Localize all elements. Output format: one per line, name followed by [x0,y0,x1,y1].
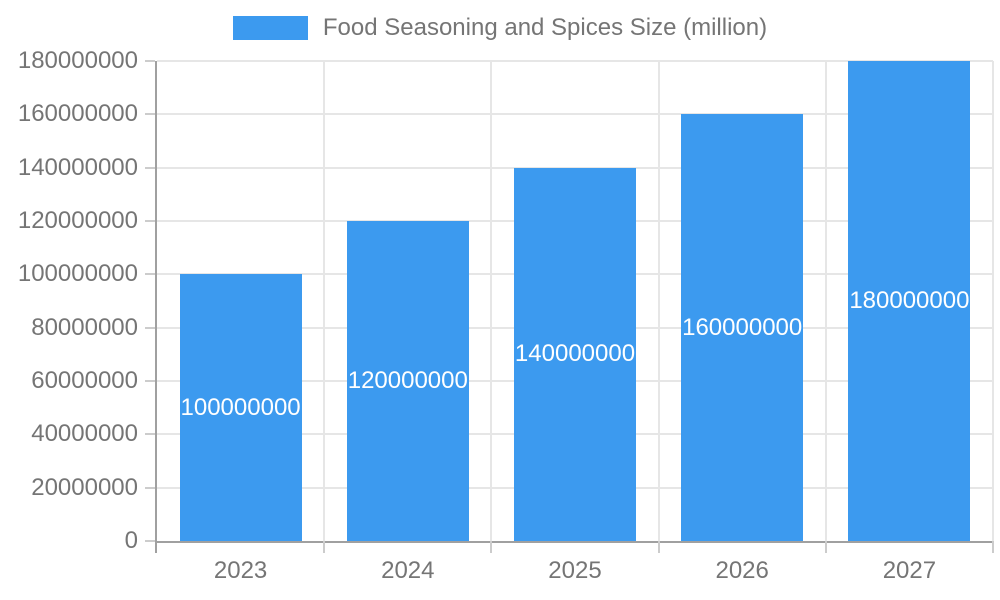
y-axis-label: 40000000 [31,420,138,448]
bar-value-label: 100000000 [180,393,301,421]
legend-label: Food Seasoning and Spices Size (million) [322,14,768,41]
x-axis-tick [824,541,827,553]
y-axis-label: 160000000 [17,100,138,128]
legend-swatch-icon [232,16,308,40]
x-axis-label: 2026 [715,557,769,584]
x-axis-tick [323,541,326,553]
gridline-vertical [824,61,827,541]
y-axis-tick [145,113,155,116]
bar[interactable]: 180000000 [848,61,971,541]
plot-area: 0 20000000 40000000 60000000 80000000 1000000… [18,47,994,584]
x-axis-label: 2027 [882,557,937,584]
y-axis-tick [145,219,155,222]
legend-item[interactable]: Food Seasoning and Spices Size (million) [232,14,768,42]
gridline-vertical [992,61,994,541]
gridline-horizontal [157,113,993,116]
y-axis-label: 180000000 [17,47,138,74]
x-axis-tick [490,541,493,553]
gridline-horizontal [157,166,993,169]
bar[interactable]: 160000000 [681,114,804,541]
bar-value-label: 140000000 [514,340,636,368]
bar[interactable]: 140000000 [514,167,636,541]
x-axis-label: 2024 [381,557,435,584]
y-axis-tick [145,540,155,542]
bar-value-label: 120000000 [347,367,468,394]
y-axis-tick [145,433,155,436]
bar-value-label: 160000000 [682,313,803,341]
y-axis-label: 120000000 [17,206,138,234]
x-axis-tick [657,541,660,553]
gridline-vertical [657,61,660,541]
legend: Food Seasoning and Spices Size (million) [0,14,1000,42]
x-axis-label: 2025 [548,557,602,584]
y-axis-label: 60000000 [31,366,138,394]
y-axis-label: 100000000 [17,260,138,288]
bar[interactable]: 120000000 [346,221,469,541]
y-axis-label: 80000000 [31,313,138,341]
x-axis-label: 2023 [213,557,268,584]
y-axis-tick [145,486,155,489]
bar-value-label: 180000000 [849,287,970,314]
y-axis-tick [145,166,155,169]
gridline-vertical [323,61,326,541]
gridline-horizontal [157,60,993,62]
gridline-vertical [490,61,493,541]
y-axis-tick [145,273,155,276]
x-axis-tick [992,541,994,553]
y-axis-tick [145,326,155,329]
x-axis-tick first [155,541,157,553]
y-axis-label: 20000000 [31,473,138,501]
bar[interactable]: 100000000 [179,274,302,541]
y-axis-label: 0 [124,527,138,554]
y-axis-label: 140000000 [17,153,138,181]
y-axis-tick [145,60,155,62]
y-axis-tick [145,379,155,382]
